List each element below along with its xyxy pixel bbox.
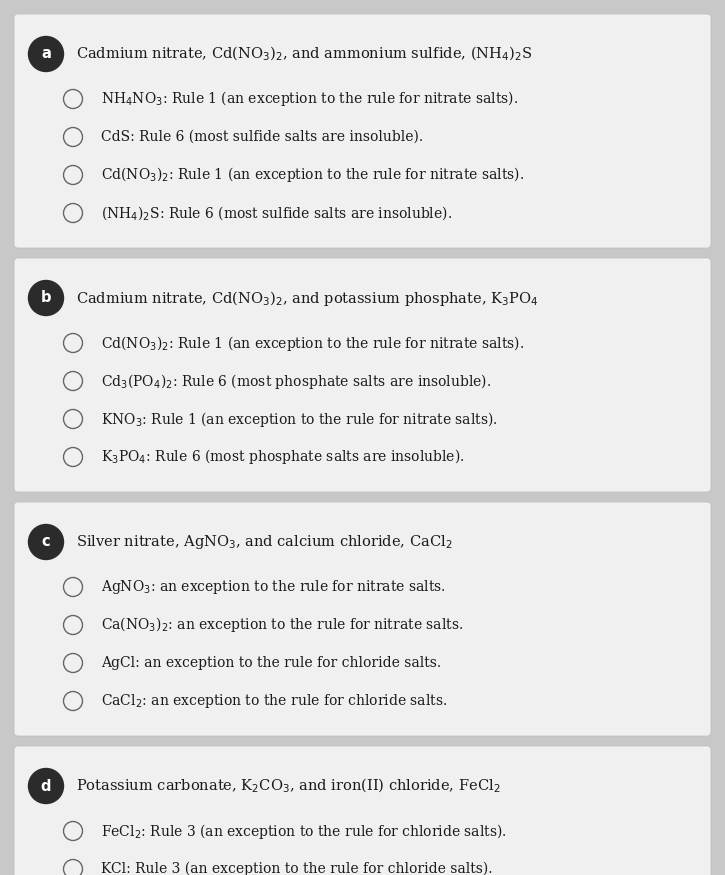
Text: KNO$_3$: Rule 1 (an exception to the rule for nitrate salts).: KNO$_3$: Rule 1 (an exception to the rul… — [101, 410, 497, 429]
Text: (NH$_4$)$_2$S: Rule 6 (most sulfide salts are insoluble).: (NH$_4$)$_2$S: Rule 6 (most sulfide salt… — [101, 204, 452, 222]
Text: Cadmium nitrate, Cd(NO$_3$)$_2$, and ammonium sulfide, (NH$_4$)$_2$S: Cadmium nitrate, Cd(NO$_3$)$_2$, and amm… — [75, 45, 531, 63]
FancyBboxPatch shape — [14, 258, 711, 492]
Text: AgNO$_3$: an exception to the rule for nitrate salts.: AgNO$_3$: an exception to the rule for n… — [101, 578, 446, 596]
FancyBboxPatch shape — [14, 746, 711, 875]
FancyBboxPatch shape — [14, 502, 711, 736]
Text: Cd$_3$(PO$_4$)$_2$: Rule 6 (most phosphate salts are insoluble).: Cd$_3$(PO$_4$)$_2$: Rule 6 (most phospha… — [101, 372, 492, 390]
Circle shape — [28, 524, 64, 559]
Text: CdS: Rule 6 (most sulfide salts are insoluble).: CdS: Rule 6 (most sulfide salts are inso… — [101, 130, 423, 144]
Text: d: d — [41, 779, 51, 794]
Text: K$_3$PO$_4$: Rule 6 (most phosphate salts are insoluble).: K$_3$PO$_4$: Rule 6 (most phosphate salt… — [101, 447, 465, 466]
Text: b: b — [41, 290, 51, 305]
Text: CaCl$_2$: an exception to the rule for chloride salts.: CaCl$_2$: an exception to the rule for c… — [101, 692, 447, 710]
Text: KCl: Rule 3 (an exception to the rule for chloride salts).: KCl: Rule 3 (an exception to the rule fo… — [101, 862, 492, 875]
Text: Silver nitrate, AgNO$_3$, and calcium chloride, CaCl$_2$: Silver nitrate, AgNO$_3$, and calcium ch… — [75, 533, 452, 551]
Text: AgCl: an exception to the rule for chloride salts.: AgCl: an exception to the rule for chlor… — [101, 656, 441, 670]
Text: Potassium carbonate, K$_2$CO$_3$, and iron(II) chloride, FeCl$_2$: Potassium carbonate, K$_2$CO$_3$, and ir… — [75, 777, 500, 795]
Text: Cd(NO$_3$)$_2$: Rule 1 (an exception to the rule for nitrate salts).: Cd(NO$_3$)$_2$: Rule 1 (an exception to … — [101, 333, 524, 353]
Text: c: c — [41, 535, 50, 550]
Circle shape — [28, 281, 64, 316]
Text: Cd(NO$_3$)$_2$: Rule 1 (an exception to the rule for nitrate salts).: Cd(NO$_3$)$_2$: Rule 1 (an exception to … — [101, 165, 524, 185]
Text: Ca(NO$_3$)$_2$: an exception to the rule for nitrate salts.: Ca(NO$_3$)$_2$: an exception to the rule… — [101, 615, 463, 634]
Circle shape — [28, 37, 64, 72]
Text: NH$_4$NO$_3$: Rule 1 (an exception to the rule for nitrate salts).: NH$_4$NO$_3$: Rule 1 (an exception to th… — [101, 89, 518, 108]
FancyBboxPatch shape — [14, 14, 711, 248]
Circle shape — [28, 768, 64, 803]
Text: Cadmium nitrate, Cd(NO$_3$)$_2$, and potassium phosphate, K$_3$PO$_4$: Cadmium nitrate, Cd(NO$_3$)$_2$, and pot… — [75, 289, 538, 307]
Text: a: a — [41, 46, 51, 61]
Text: FeCl$_2$: Rule 3 (an exception to the rule for chloride salts).: FeCl$_2$: Rule 3 (an exception to the ru… — [101, 822, 507, 841]
